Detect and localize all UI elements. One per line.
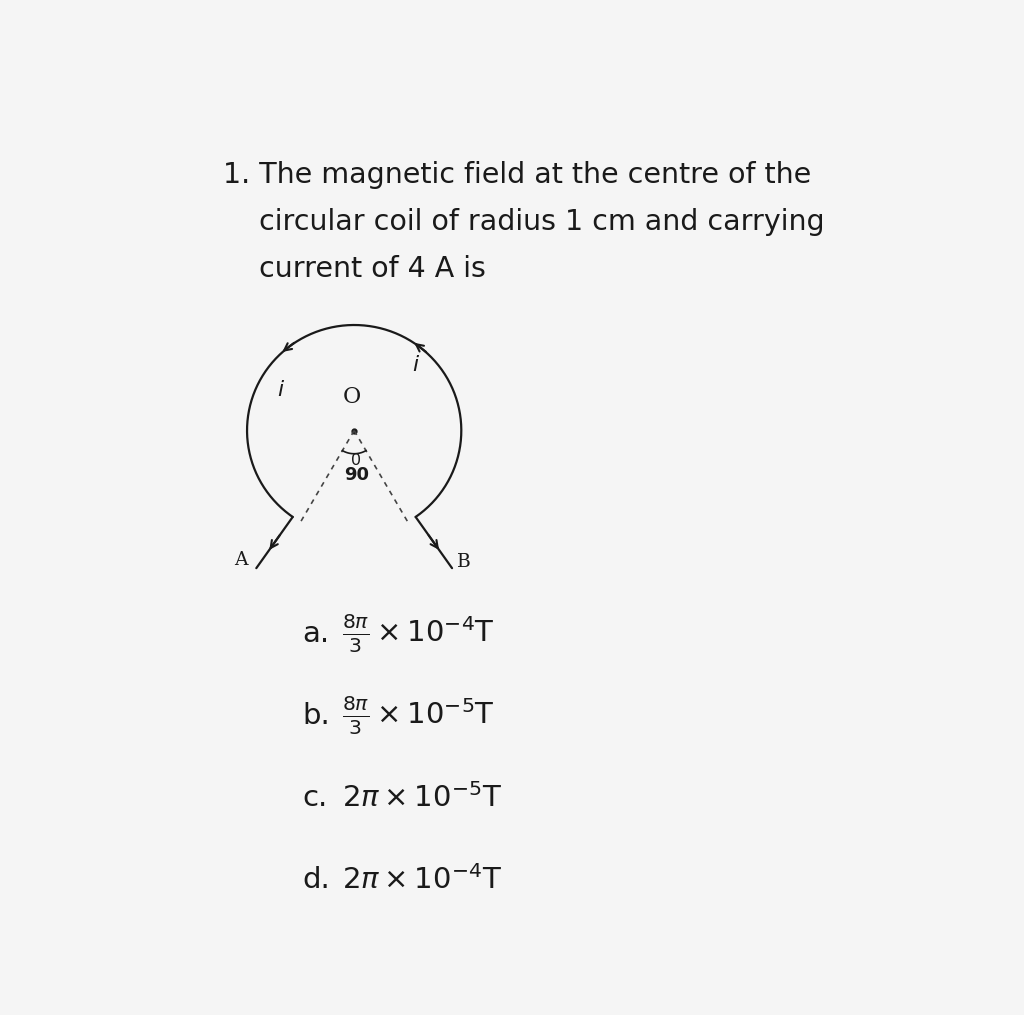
Text: $2\pi \times 10^{-5}\mathrm{T}$: $2\pi \times 10^{-5}\mathrm{T}$ [342, 783, 502, 813]
Text: $2\pi \times 10^{-4}\mathrm{T}$: $2\pi \times 10^{-4}\mathrm{T}$ [342, 865, 502, 895]
Text: circular coil of radius 1 cm and carrying: circular coil of radius 1 cm and carryin… [223, 208, 825, 235]
Text: a.: a. [303, 620, 330, 648]
Text: $i$: $i$ [413, 354, 421, 377]
Text: A: A [233, 551, 247, 569]
Text: $\frac{8\pi}{3} \times 10^{-5}\mathrm{T}$: $\frac{8\pi}{3} \times 10^{-5}\mathrm{T}… [342, 694, 495, 737]
Text: O: O [343, 386, 361, 408]
Text: $i$: $i$ [278, 380, 286, 401]
Text: 90: 90 [344, 466, 369, 484]
Text: $\frac{8\pi}{3} \times 10^{-4}\mathrm{T}$: $\frac{8\pi}{3} \times 10^{-4}\mathrm{T}… [342, 612, 495, 655]
Text: b.: b. [303, 701, 331, 730]
Text: B: B [457, 553, 471, 570]
Text: current of 4 A is: current of 4 A is [223, 255, 486, 282]
Text: 0: 0 [351, 453, 361, 468]
Text: d.: d. [303, 866, 331, 894]
Text: 1. The magnetic field at the centre of the: 1. The magnetic field at the centre of t… [223, 160, 811, 189]
Text: c.: c. [303, 784, 328, 812]
